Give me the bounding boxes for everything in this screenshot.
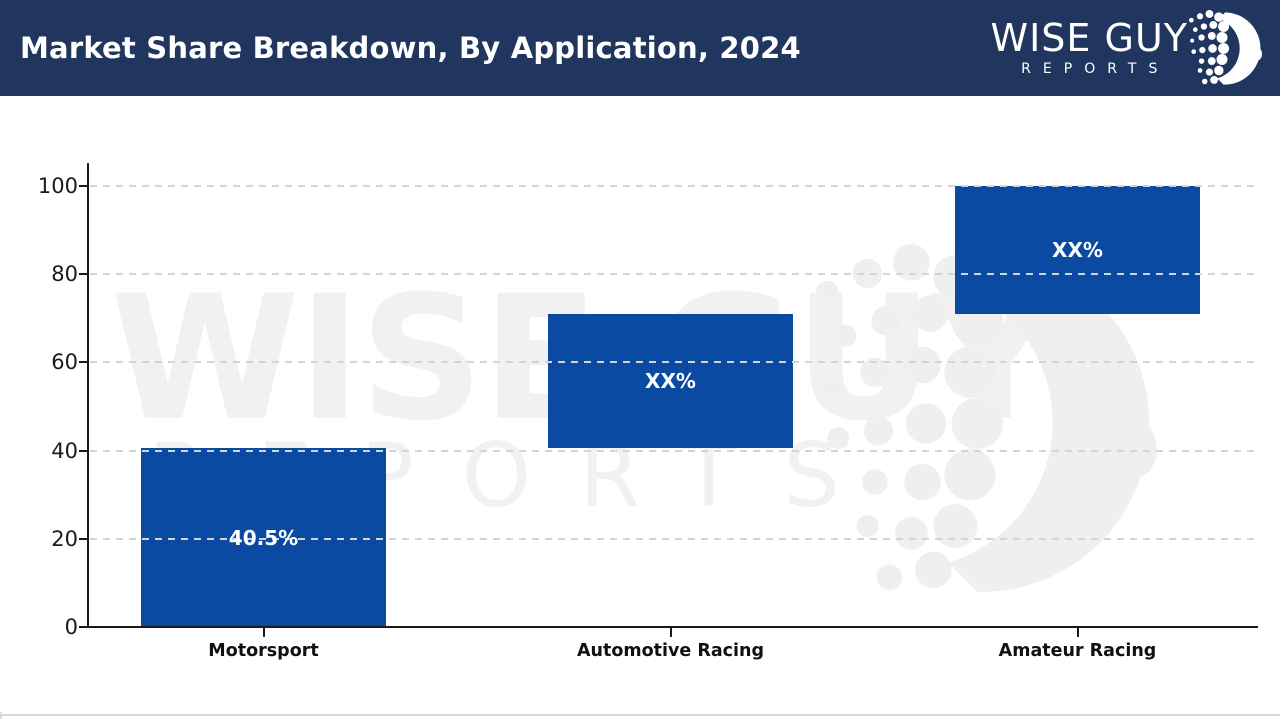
x-axis-category-label: Motorsport [208,641,319,661]
y-axis-tick-label: 60 [51,350,78,375]
y-axis-tick-mark [79,449,88,452]
bar-amateur-racing [955,186,1200,314]
x-axis-category-label: Automotive Racing [576,641,765,661]
bottom-border-line [0,714,1280,716]
wise-guy-reports-logo: WISE GUY REPORTS [991,9,1280,88]
y-axis-tick-mark [79,273,88,276]
y-axis-tick-label: 0 [64,615,78,639]
y-axis-tick-mark [79,185,88,187]
y-axis-tick-mark [79,361,88,364]
y-axis-tick-label: 80 [51,262,78,287]
logo-text: WISE GUY REPORTS [990,16,1188,77]
y-axis-spine [87,163,89,628]
y-axis-tick-mark [79,537,88,540]
gridline-y80 [90,273,1258,276]
x-axis-tick-mark [1076,628,1079,637]
gridline-y60 [90,361,1258,364]
y-axis-tick-label: 40 [51,438,78,463]
bar-automotive-racing [548,313,793,449]
x-axis-spine [87,626,1258,628]
x-axis-category-label: Amateur Racing [998,641,1157,661]
bottom-left-border-sliver [0,712,2,719]
logo-wordmark: WISE GUY [990,16,1188,61]
page-title: Market Share Breakdown, By Application, … [20,31,801,65]
bar-value-label: XX% [1052,237,1103,262]
logo-subtitle: REPORTS [1021,60,1170,77]
y-axis-tick-mark [79,626,88,628]
header-bar: Market Share Breakdown, By Application, … [0,0,1280,96]
gridline-y20 [90,537,1258,540]
bar-motorsport [141,448,386,627]
x-axis-tick-mark [669,628,672,637]
bar-value-label: XX% [645,369,696,394]
gridline-y40 [90,449,1258,452]
dotted-face-icon [1189,9,1263,85]
gridline-y100 [90,185,1258,187]
x-axis-tick-mark [262,628,265,637]
y-axis-tick-label: 100 [37,174,78,198]
y-axis-tick-label: 20 [51,526,78,551]
bar-value-label: 40.5% [228,525,299,550]
